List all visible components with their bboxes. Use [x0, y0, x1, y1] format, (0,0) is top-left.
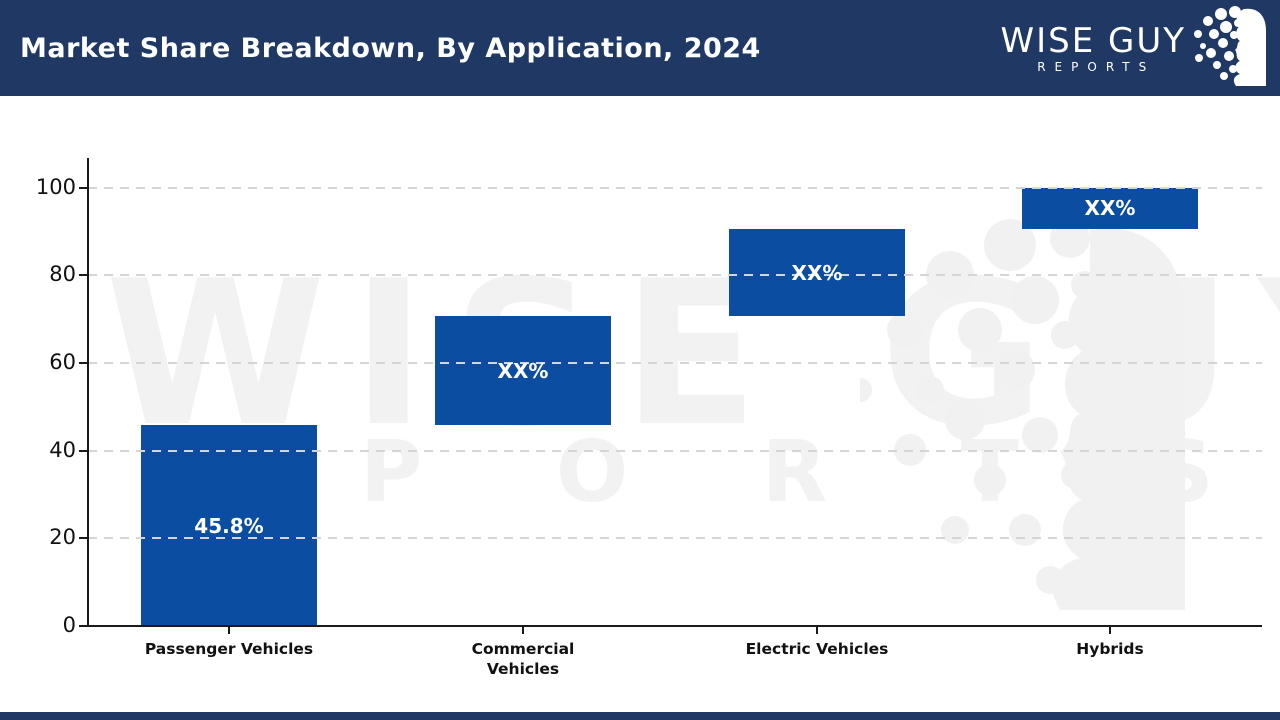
bar-value-label: XX% — [1084, 196, 1136, 221]
x-category-label: Electric Vehicles — [745, 640, 889, 658]
waterfall-bar — [729, 229, 905, 316]
bar-value-label: XX% — [497, 358, 549, 383]
brand-logo-text: WISE GUY REPORTS — [1000, 24, 1186, 73]
y-axis-tick-label: 80 — [49, 262, 76, 287]
page-title: Market Share Breakdown, By Application, … — [20, 32, 761, 64]
x-axis-tick — [816, 627, 818, 634]
header-bar: Market Share Breakdown, By Application, … — [0, 0, 1280, 96]
waterfall-bar — [141, 425, 317, 626]
gridline — [88, 537, 1262, 540]
bar-value-label: 45.8% — [194, 513, 264, 538]
waterfall-bar — [435, 315, 611, 426]
x-axis-line — [87, 625, 1262, 627]
waterfall-bar — [1022, 187, 1198, 230]
x-category-label: Passenger Vehicles — [144, 640, 314, 658]
y-axis-tick — [79, 186, 87, 189]
y-axis-tick — [79, 537, 87, 540]
gridline — [88, 274, 1262, 277]
y-axis-tick-label: 100 — [35, 174, 76, 199]
y-axis-tick-label: 60 — [49, 349, 76, 374]
y-axis-line — [87, 158, 89, 627]
x-axis-tick — [522, 627, 524, 634]
x-category-label: Commercial Vehicles — [471, 640, 575, 679]
dotted-head-profile-icon — [1188, 6, 1266, 90]
brand-logo: WISE GUY REPORTS — [1000, 6, 1266, 90]
bar-value-label: XX% — [791, 260, 843, 285]
footer-bar — [0, 712, 1280, 720]
y-axis-tick — [79, 449, 87, 452]
x-axis-tick — [228, 627, 230, 634]
y-axis-tick — [79, 361, 87, 364]
y-axis-tick — [79, 625, 87, 627]
gridline — [88, 186, 1262, 189]
x-axis-tick — [1109, 627, 1111, 634]
brand-name: WISE GUY — [1000, 20, 1186, 61]
brand-subname: REPORTS — [1037, 59, 1156, 74]
gridline — [88, 449, 1262, 452]
y-axis-tick-label: 40 — [49, 437, 76, 462]
y-axis-tick-label: 20 — [49, 525, 76, 550]
y-axis-tick — [79, 274, 87, 277]
gridline — [88, 361, 1262, 364]
x-category-label: Hybrids — [1076, 640, 1144, 658]
y-axis-tick-label: 0 — [62, 613, 76, 637]
dotted-head-watermark — [848, 210, 1190, 614]
